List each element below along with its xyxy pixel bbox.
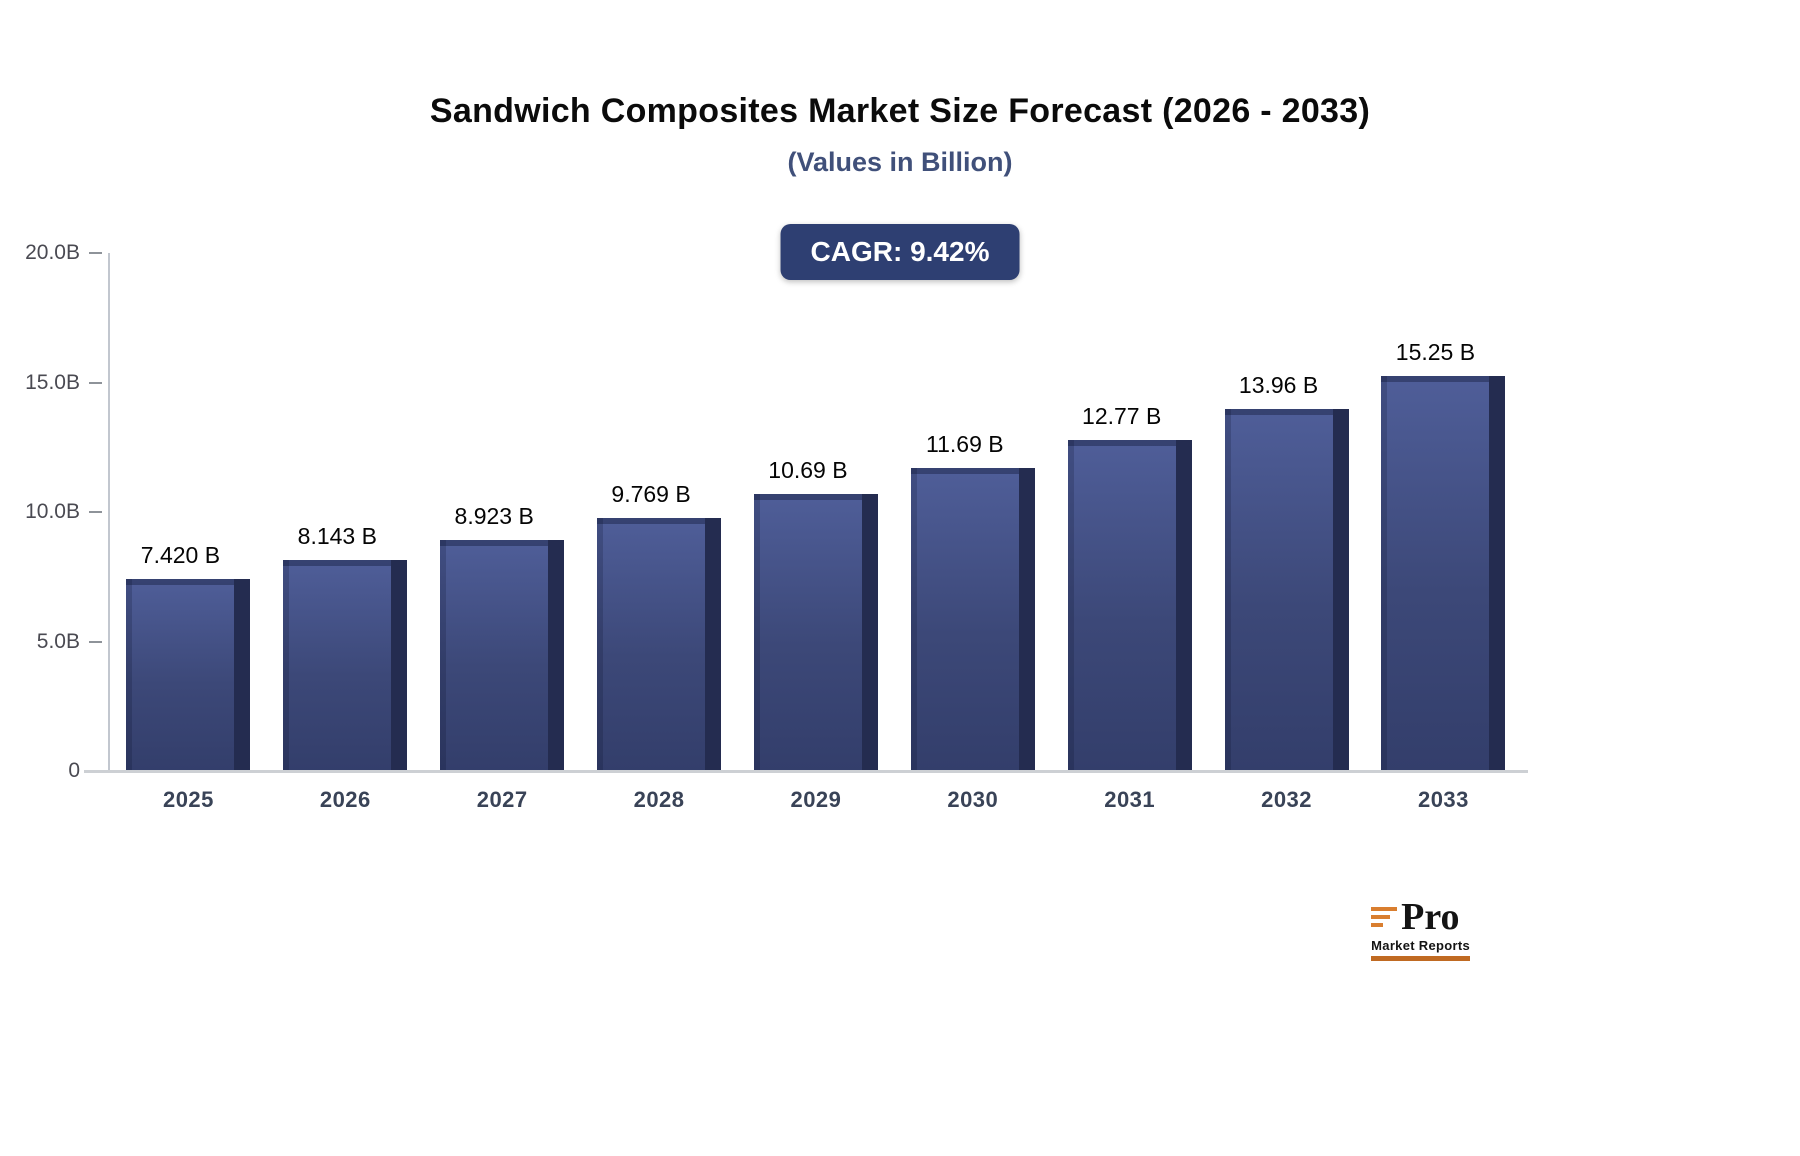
x-axis-label: 2027 <box>476 787 528 812</box>
bar-front-face <box>1381 376 1490 771</box>
chart-title: Sandwich Composites Market Size Forecast… <box>429 92 1371 130</box>
bar-value-label: 11.69 B <box>926 431 1004 458</box>
x-axis-label: 2030 <box>947 787 999 812</box>
x-axis-label: 2029 <box>790 787 842 812</box>
x-axis-label: 2026 <box>319 787 371 812</box>
bar-value-label: 12.77 B <box>1082 403 1162 430</box>
bar-slot: 9.769 B 2028 <box>597 253 722 812</box>
bar-slot: 11.69 B 2030 <box>910 253 1035 812</box>
chart-subtitle: (Values in Billion) <box>787 147 1013 177</box>
bar-slot: 13.96 B 2032 <box>1224 253 1349 812</box>
bar-front-face <box>753 494 862 771</box>
bar-side-face <box>391 560 408 771</box>
y-tick: 10.0B <box>25 500 102 524</box>
logo-subtitle: Market Reports <box>1371 938 1470 953</box>
bar-2033: 15.25 B <box>1381 339 1506 771</box>
y-tick: 20.0B <box>25 241 102 265</box>
bar-front-face <box>283 560 392 771</box>
bar-slot: 7.420 B 2025 <box>126 253 251 812</box>
cagr-badge: CAGR: 9.42% <box>780 224 1020 280</box>
plot-area: 7.420 B 2025 8.143 B 2026 8.923 B 2027 9.769 B… <box>84 253 1528 812</box>
bar-slot: 12.77 B 2031 <box>1067 253 1192 812</box>
bar-value-label: 15.25 B <box>1395 339 1476 365</box>
bar-slot: 10.69 B 2029 <box>753 253 878 812</box>
bar-slot: 8.143 B 2026 <box>283 253 408 812</box>
bar-slot: 15.25 B 2033 <box>1381 253 1506 812</box>
bar-value-label: 7.420 B <box>140 541 221 568</box>
bar-slot: 8.923 B 2027 <box>440 253 565 812</box>
bar-2028: 9.769 B <box>597 481 722 771</box>
x-axis-label: 2031 <box>1104 787 1156 812</box>
logo-lines-icon <box>1371 907 1398 927</box>
y-tick-label: 10.0B <box>25 500 80 523</box>
bar-side-face <box>1175 440 1192 771</box>
bar-front-face <box>1067 440 1176 771</box>
x-axis-line <box>84 770 1528 773</box>
bar-2027: 8.923 B <box>440 503 565 772</box>
x-axis-label: 2033 <box>1417 787 1469 812</box>
y-tick-mark <box>89 640 102 643</box>
bar-side-face <box>234 578 251 771</box>
bar-value-label: 10.69 B <box>768 457 848 484</box>
bar-2031: 12.77 B <box>1067 403 1192 771</box>
y-tick-label: 15.0B <box>25 370 80 394</box>
bar-side-face <box>548 539 565 771</box>
bar-2032: 13.96 B <box>1224 372 1349 771</box>
bar-side-face <box>705 518 722 771</box>
y-tick: 15.0B <box>25 371 102 395</box>
bar-2026: 8.143 B <box>283 523 408 771</box>
bar-side-face <box>1018 468 1035 771</box>
x-axis-label: 2032 <box>1261 787 1313 812</box>
y-tick-label: 20.0B <box>25 241 80 264</box>
bar-side-face <box>861 494 878 771</box>
bar-value-label: 8.143 B <box>297 523 377 550</box>
x-axis-label: 2028 <box>633 787 685 812</box>
y-axis: 0 5.0B 10.0B 15.0B 20.0B <box>0 241 102 782</box>
bar-front-face <box>440 539 549 772</box>
bar-value-label: 8.923 B <box>454 502 534 529</box>
bar-side-face <box>1489 376 1506 771</box>
bar-front-face <box>597 518 706 771</box>
bar-front-face <box>126 578 235 772</box>
y-tick-mark <box>89 252 102 254</box>
bar-side-face <box>1332 409 1349 771</box>
pro-market-reports-logo: Pro Market Reports <box>1371 898 1470 961</box>
bar-front-face <box>1224 409 1333 771</box>
bar-front-face <box>910 468 1019 771</box>
y-tick: 5.0B <box>37 630 102 654</box>
logo-accent-bar <box>1371 956 1470 961</box>
y-axis-line <box>108 253 110 771</box>
y-tick-mark <box>89 381 102 384</box>
bar-2030: 11.69 B <box>910 431 1035 771</box>
bar-2025: 7.420 B <box>126 542 251 772</box>
y-tick-label: 0 <box>68 759 80 782</box>
logo-text: Pro <box>1401 896 1460 938</box>
bars-container: 7.420 B 2025 8.143 B 2026 8.923 B 2027 9.769 B… <box>110 253 1522 812</box>
y-tick-mark <box>89 511 102 513</box>
y-tick-label: 5.0B <box>36 629 80 653</box>
x-axis-label: 2025 <box>162 787 214 812</box>
logo-row: Pro <box>1371 898 1470 936</box>
bar-value-label: 13.96 B <box>1238 372 1319 399</box>
bar-value-label: 9.769 B <box>611 481 691 507</box>
bar-2029: 10.69 B <box>753 457 878 771</box>
